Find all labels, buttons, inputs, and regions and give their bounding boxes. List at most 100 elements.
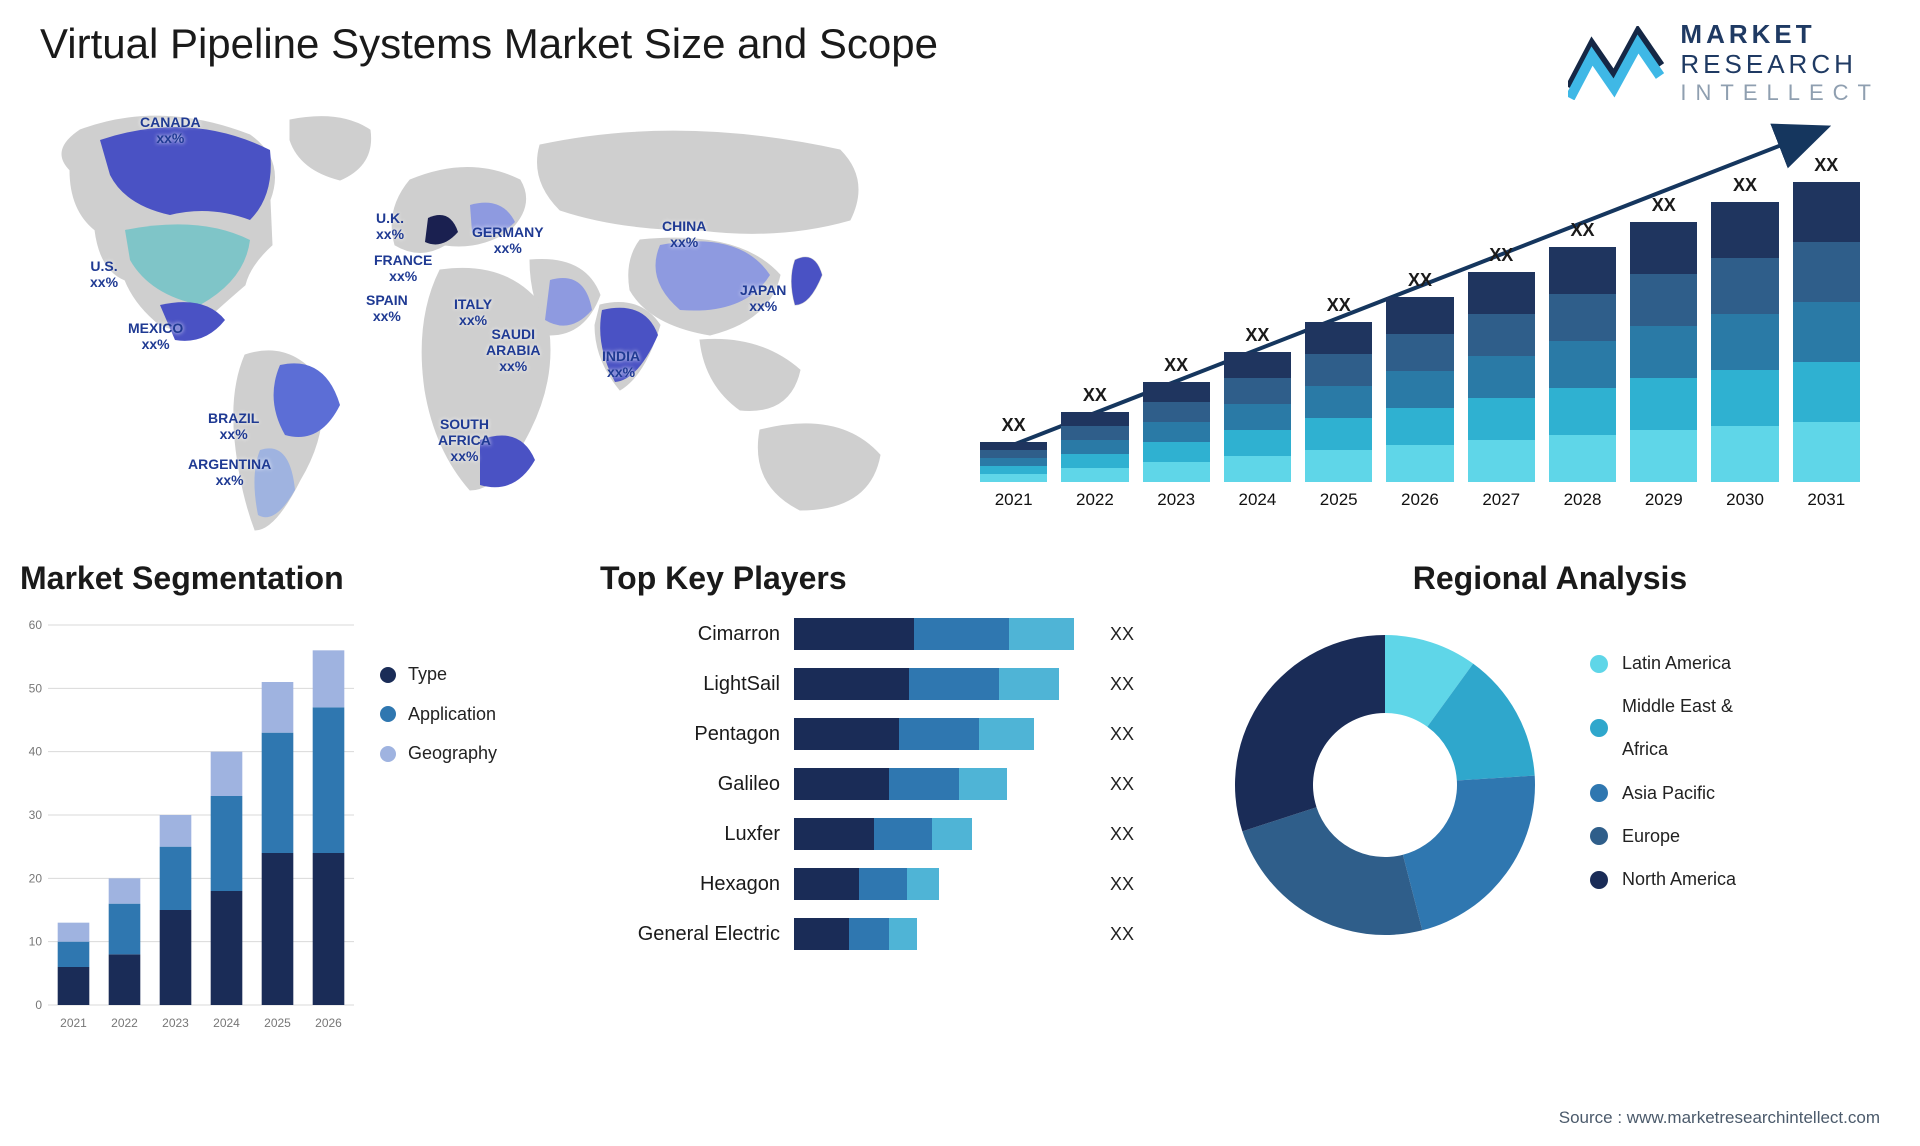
key-player-bar [794, 768, 1096, 800]
map-callout: BRAZILxx% [208, 410, 259, 442]
key-player-bar [794, 818, 1096, 850]
segmentation-legend-item: Application [380, 695, 497, 735]
growth-bar: XX2024 [1224, 325, 1291, 510]
map-callout: U.S.xx% [90, 258, 118, 290]
key-player-name: Galileo [600, 773, 780, 796]
regional-legend-item: Asia Pacific [1590, 772, 1736, 815]
growth-bar: XX 2022 [1061, 385, 1128, 510]
growth-year-label: 2030 [1726, 490, 1764, 510]
key-player-name: LightSail [600, 673, 780, 696]
growth-value-label: XX [1408, 270, 1432, 291]
key-player-value: XX [1110, 674, 1160, 695]
growth-year-label: 2026 [1401, 490, 1439, 510]
key-player-row: Hexagon XX [600, 859, 1160, 909]
map-callout: MEXICOxx% [128, 320, 183, 352]
svg-text:20: 20 [29, 871, 43, 885]
growth-bar: XX2030 [1711, 175, 1778, 510]
growth-value-label: XX [1652, 195, 1676, 216]
segmentation-chart: 0102030405060202120222023202420252026 [20, 615, 360, 1035]
svg-text:50: 50 [29, 681, 43, 695]
key-player-name: Pentagon [600, 723, 780, 746]
growth-year-label: 2028 [1564, 490, 1602, 510]
svg-text:2026: 2026 [315, 1016, 342, 1030]
key-player-row: Galileo XX [600, 759, 1160, 809]
growth-value-label: XX [1814, 155, 1838, 176]
map-callout: GERMANYxx% [472, 224, 544, 256]
growth-year-label: 2023 [1157, 490, 1195, 510]
growth-year-label: 2022 [1076, 490, 1114, 510]
growth-bar: XX 2021 [980, 415, 1047, 510]
growth-year-label: 2021 [995, 490, 1033, 510]
svg-text:0: 0 [35, 998, 42, 1012]
growth-bar: XX 2023 [1143, 355, 1210, 510]
svg-text:2021: 2021 [60, 1016, 87, 1030]
regional-donut [1220, 620, 1550, 950]
growth-value-label: XX [1489, 245, 1513, 266]
key-player-bar [794, 668, 1096, 700]
key-player-row: Pentagon XX [600, 709, 1160, 759]
key-player-value: XX [1110, 824, 1160, 845]
growth-value-label: XX [1327, 295, 1351, 316]
growth-bar: XX 2025 [1305, 295, 1372, 510]
svg-text:60: 60 [29, 618, 43, 632]
svg-text:2025: 2025 [264, 1016, 291, 1030]
growth-year-label: 2031 [1807, 490, 1845, 510]
world-map-panel: CANADAxx%U.S.xx%MEXICOxx%BRAZILxx%ARGENT… [40, 110, 900, 550]
regional-legend-item: Latin America [1590, 642, 1736, 685]
page-title: Virtual Pipeline Systems Market Size and… [40, 20, 938, 68]
key-player-bar [794, 618, 1096, 650]
regional-panel: Regional Analysis Latin AmericaMiddle Ea… [1220, 560, 1880, 1060]
regional-legend: Latin AmericaMiddle East &AfricaAsia Pac… [1590, 642, 1736, 901]
map-callout: ARGENTINAxx% [188, 456, 271, 488]
growth-chart: XX2021XX2022XX2023XX2024XX2025XX2026XX20… [980, 120, 1860, 540]
regional-legend-item: North America [1590, 858, 1736, 901]
segmentation-legend-item: Geography [380, 734, 497, 774]
key-player-name: Luxfer [600, 823, 780, 846]
map-callout: SAUDIARABIAxx% [486, 326, 540, 374]
growth-year-label: 2024 [1239, 490, 1277, 510]
growth-value-label: XX [1083, 385, 1107, 406]
donut-slice [1242, 807, 1422, 935]
growth-value-label: XX [1002, 415, 1026, 436]
source-credit: Source : www.marketresearchintellect.com [1559, 1108, 1880, 1128]
map-callout: CHINAxx% [662, 218, 706, 250]
svg-text:2024: 2024 [213, 1016, 240, 1030]
growth-value-label: XX [1164, 355, 1188, 376]
growth-year-label: 2027 [1482, 490, 1520, 510]
key-player-bar [794, 918, 1096, 950]
growth-bar: XX 2026 [1386, 270, 1453, 510]
svg-text:30: 30 [29, 808, 43, 822]
map-callout: FRANCExx% [374, 252, 432, 284]
key-player-value: XX [1110, 874, 1160, 895]
segmentation-title: Market Segmentation [20, 560, 540, 597]
key-player-value: XX [1110, 774, 1160, 795]
map-callout: JAPANxx% [740, 282, 786, 314]
map-callout: U.K.xx% [376, 210, 404, 242]
map-callout: SPAINxx% [366, 292, 408, 324]
segmentation-legend-item: Type [380, 655, 497, 695]
svg-text:2023: 2023 [162, 1016, 189, 1030]
svg-text:40: 40 [29, 745, 43, 759]
key-player-name: Hexagon [600, 873, 780, 896]
donut-slice [1403, 776, 1535, 931]
growth-year-label: 2025 [1320, 490, 1358, 510]
key-player-name: Cimarron [600, 623, 780, 646]
key-players-panel: Top Key Players CimarronXXLightSailXXPen… [600, 560, 1160, 1060]
key-players-title: Top Key Players [600, 560, 1160, 597]
segmentation-panel: Market Segmentation 01020304050602021202… [20, 560, 540, 1060]
regional-legend-item: Middle East &Africa [1590, 685, 1736, 771]
map-callout: SOUTHAFRICAxx% [438, 416, 491, 464]
brand-line3: INTELLECT [1680, 80, 1880, 105]
brand-logo: MARKET RESEARCH INTELLECT [1568, 20, 1880, 105]
key-player-value: XX [1110, 624, 1160, 645]
donut-slice [1235, 635, 1385, 831]
growth-bar: XX2029 [1630, 195, 1697, 510]
key-player-row: Luxfer XX [600, 809, 1160, 859]
brand-line1: MARKET [1680, 20, 1880, 50]
key-player-row: LightSail XX [600, 659, 1160, 709]
brand-mark-icon [1568, 26, 1664, 100]
key-player-value: XX [1110, 724, 1160, 745]
regional-legend-item: Europe [1590, 815, 1736, 858]
growth-bar: XX 2031 [1793, 155, 1860, 510]
growth-value-label: XX [1570, 220, 1594, 241]
